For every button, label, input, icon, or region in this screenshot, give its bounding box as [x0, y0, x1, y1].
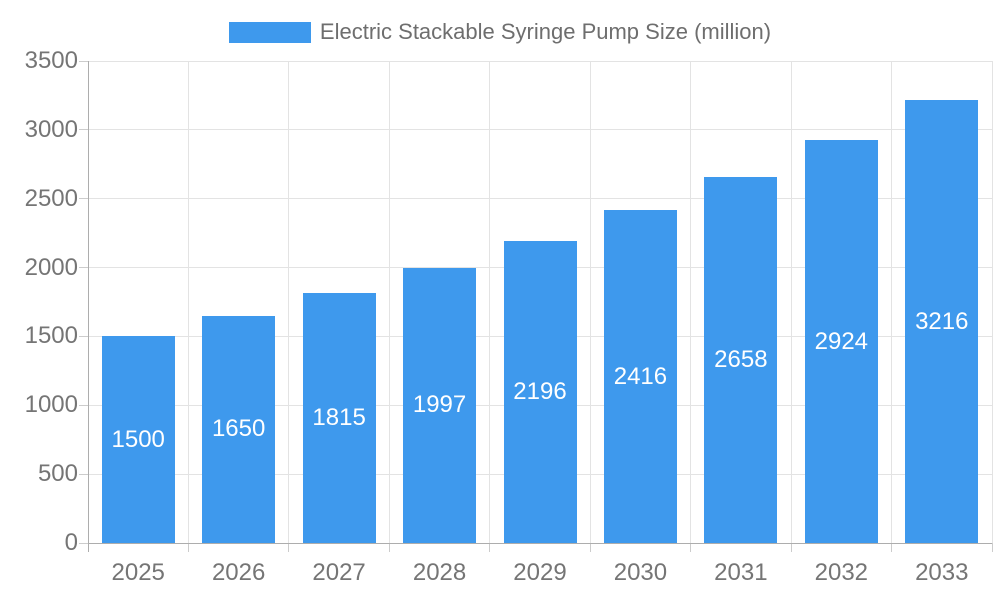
- x-gridline: [589, 61, 591, 543]
- bar-2025: 1500: [101, 336, 175, 543]
- y-axis-label: 1000: [24, 391, 78, 419]
- x-tick-mark: [690, 543, 692, 552]
- x-tick-mark: [891, 543, 893, 552]
- y-axis-label: 0: [64, 529, 78, 556]
- y-tick-mark: [79, 198, 88, 200]
- bar-value-label: 2196: [513, 377, 567, 405]
- bar-2028: 1997: [403, 267, 477, 543]
- y-axis-label: 2500: [24, 184, 78, 212]
- x-axis-label: 2033: [915, 559, 969, 586]
- bar-2033: 3216: [905, 100, 979, 543]
- x-axis-label: 2030: [613, 559, 668, 586]
- bar-value-label: 1500: [111, 425, 165, 453]
- x-tick-mark: [187, 543, 189, 552]
- bar-2032: 2924: [804, 140, 878, 543]
- x-axis-label: 2026: [211, 559, 266, 586]
- bar-2029: 2196: [503, 240, 577, 543]
- y-tick-mark: [79, 542, 88, 544]
- bar-2031: 2658: [704, 176, 778, 543]
- y-axis-label: 3000: [24, 115, 78, 143]
- x-tick-mark: [489, 543, 491, 552]
- y-tick-mark: [79, 267, 88, 269]
- x-gridline: [790, 61, 792, 543]
- y-gridline: [88, 198, 992, 200]
- plot-area: 1500 1650 1815 1997 2196 2416 2658 2924 3216: [87, 60, 993, 543]
- x-axis-line: [88, 542, 992, 544]
- y-tick-mark: [79, 129, 88, 131]
- x-gridline: [288, 61, 290, 543]
- x-gridline: [690, 61, 692, 543]
- x-tick-mark: [288, 543, 290, 552]
- x-axis-label: 2025: [111, 559, 165, 586]
- y-axis-label: 2000: [24, 253, 78, 281]
- bar-2026: 1650: [202, 315, 276, 543]
- bar-value-label: 2416: [613, 362, 668, 390]
- x-axis-label: 2029: [513, 559, 567, 586]
- bar-value-label: 2924: [814, 327, 869, 355]
- bar-value-label: 1997: [412, 391, 467, 419]
- y-tick-mark: [79, 60, 88, 62]
- bar-2027: 1815: [302, 293, 376, 543]
- y-tick-mark: [79, 404, 88, 406]
- y-gridline: [88, 60, 992, 62]
- x-gridline: [388, 61, 390, 543]
- bar-value-label: 1650: [211, 415, 266, 443]
- legend-series-label: Electric Stackable Syringe Pump Size (mi…: [319, 19, 772, 44]
- x-tick-mark: [790, 543, 792, 552]
- x-gridline: [891, 61, 893, 543]
- bar-value-label: 2658: [714, 345, 768, 373]
- x-gridline: [991, 61, 993, 543]
- x-axis-label: 2028: [412, 559, 467, 586]
- x-axis-label: 2027: [312, 559, 366, 586]
- bar-2030: 2416: [603, 210, 677, 543]
- x-gridline: [489, 61, 491, 543]
- y-axis-line: [87, 61, 89, 552]
- y-axis-label: 3500: [24, 47, 78, 74]
- x-axis-label: 2031: [714, 559, 768, 586]
- y-tick-mark: [79, 473, 88, 475]
- bar-value-label: 1815: [312, 404, 366, 432]
- x-tick-mark: [589, 543, 591, 552]
- legend-swatch-icon: [228, 21, 311, 43]
- x-tick-mark: [388, 543, 390, 552]
- chart-legend: Electric Stackable Syringe Pump Size (mi…: [0, 14, 1000, 50]
- y-gridline: [88, 129, 992, 131]
- y-axis-label: 1500: [24, 322, 78, 350]
- y-tick-mark: [79, 335, 88, 337]
- x-axis-label: 2032: [814, 559, 869, 586]
- bar-value-label: 3216: [915, 307, 969, 335]
- x-gridline: [187, 61, 189, 543]
- x-tick-mark: [991, 543, 993, 552]
- y-axis-label: 500: [37, 460, 78, 488]
